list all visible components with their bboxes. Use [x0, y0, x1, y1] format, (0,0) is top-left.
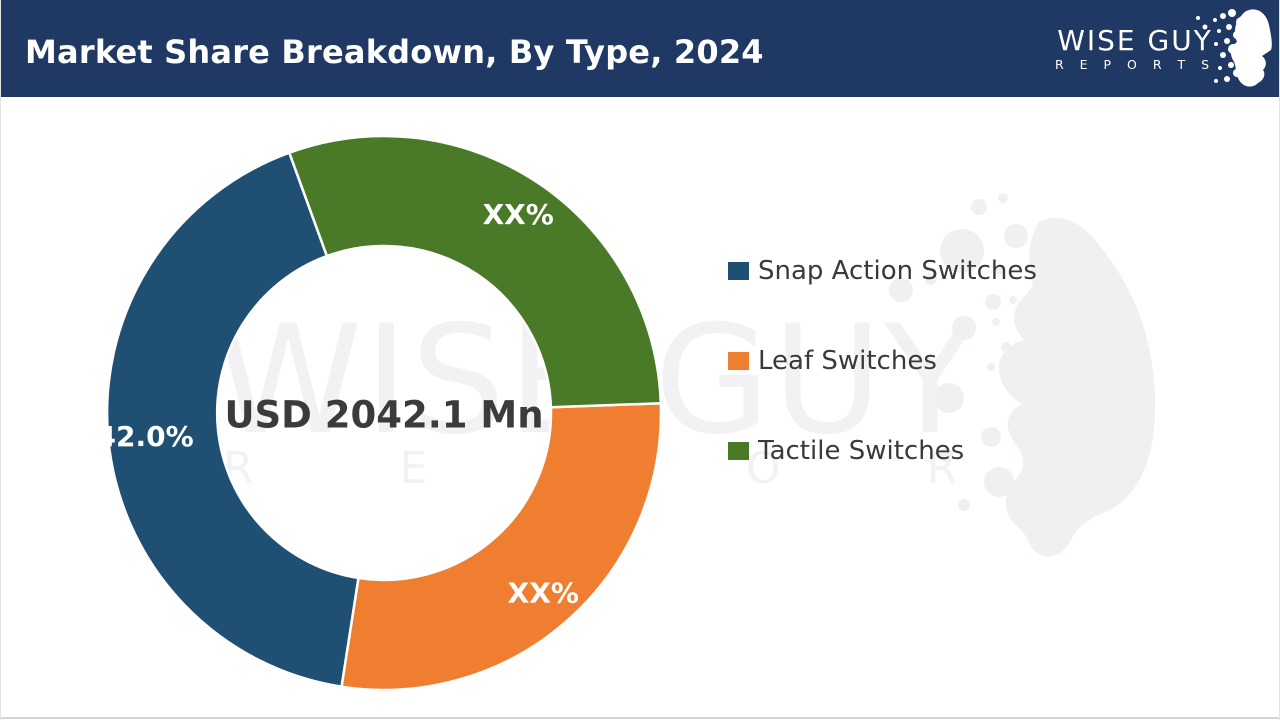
legend-item-leaf-switches: Leaf Switches — [728, 343, 1037, 379]
logo-reports-text: R E P O R T S — [1054, 57, 1216, 72]
chart-legend: Snap Action Switches Leaf Switches Tacti… — [728, 253, 1037, 523]
legend-swatch-leaf-switches — [728, 352, 749, 370]
logo-face-icon — [1195, 9, 1272, 87]
donut-slice-leaf-switches — [340, 402, 663, 692]
legend-label-snap-action-switches: Snap Action Switches — [758, 256, 1037, 286]
slice-percentage-label-tactile-switches: XX% — [483, 198, 554, 231]
legend-item-snap-action-switches: Snap Action Switches — [728, 253, 1037, 289]
logo-wordmark: WISE GUY — [1057, 24, 1213, 57]
bottom-border — [1, 717, 1279, 719]
chart-title: Market Share Breakdown, By Type, 2024 — [25, 33, 764, 71]
donut-slice-tactile-switches — [288, 134, 663, 409]
watermark-face-icon — [889, 193, 1156, 557]
slice-percentage-label-leaf-switches: XX% — [508, 576, 579, 609]
slice-percentage-label-snap-action-switches: 42.0% — [97, 420, 194, 453]
legend-swatch-tactile-switches — [728, 442, 749, 460]
donut-center-value: USD 2042.1 Mn — [224, 393, 544, 437]
legend-swatch-snap-action-switches — [728, 262, 749, 280]
legend-label-tactile-switches: Tactile Switches — [758, 436, 965, 466]
wiseguy-logo: WISE GUY R E P O R T S — [1041, 0, 1279, 97]
header-bar: Market Share Breakdown, By Type, 2024 WI… — [1, 0, 1279, 97]
donut-slice-snap-action-switches — [105, 151, 360, 688]
legend-label-leaf-switches: Leaf Switches — [758, 346, 937, 376]
legend-item-tactile-switches: Tactile Switches — [728, 433, 1037, 469]
